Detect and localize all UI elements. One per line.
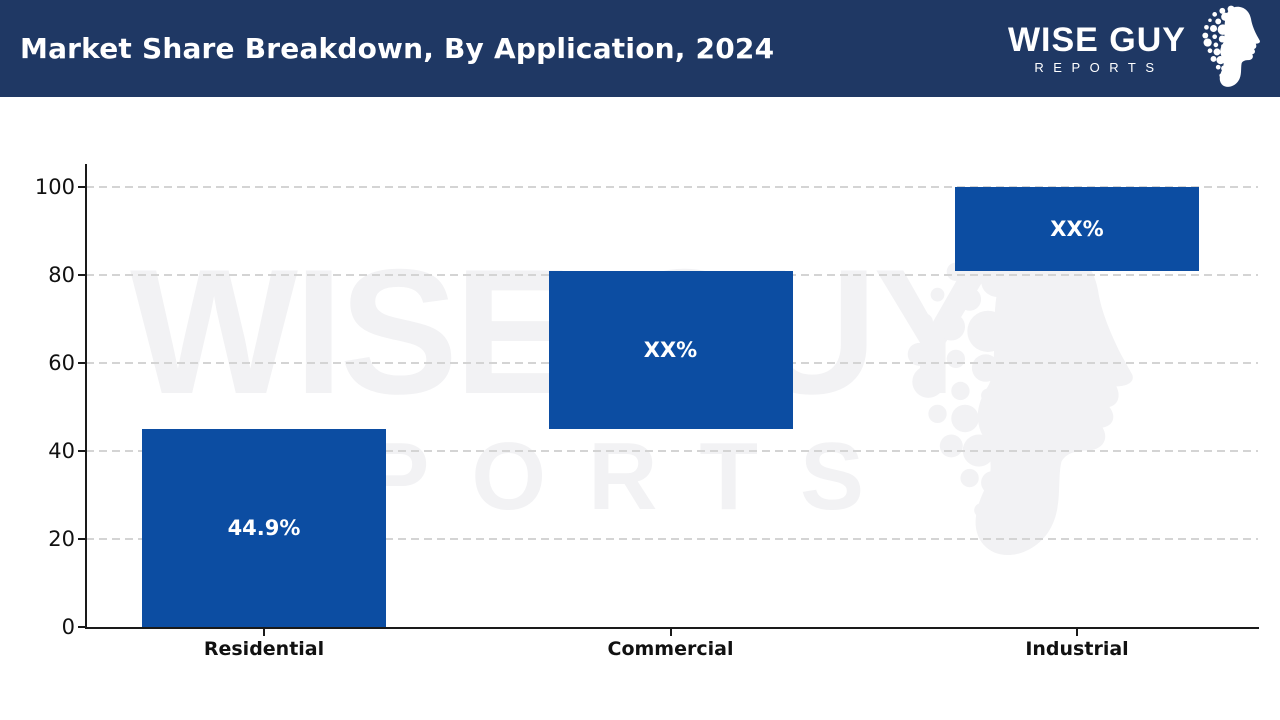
dotted-face-logo-icon	[1202, 5, 1260, 87]
x-axis-spine	[85, 627, 1259, 629]
y-tick-20	[78, 538, 86, 540]
bar-value-label-residential: 44.9%	[227, 516, 301, 541]
x-category-label-industrial: Industrial	[1025, 638, 1129, 660]
logo: WISE GUY REPORTS	[1008, 5, 1266, 93]
page-title: Market Share Breakdown, By Application, …	[20, 32, 775, 65]
x-category-label-residential: Residential	[203, 638, 325, 660]
logo-tagline: REPORTS	[1034, 59, 1164, 75]
x-tick-residential	[263, 629, 265, 636]
bar-residential: 44.9%	[142, 429, 386, 627]
y-tick-40	[78, 450, 86, 452]
chart-area: WISE GUY REPORTS 0 20 40 60 80 100 44.9% Reside…	[0, 97, 1280, 720]
logo-text: WISE GUY REPORTS	[1008, 23, 1186, 75]
y-tick-label-80: 80	[48, 263, 75, 287]
x-tick-commercial	[669, 629, 672, 636]
y-tick-0	[78, 626, 86, 628]
y-tick-label-60: 60	[48, 351, 75, 375]
y-tick-label-100: 100	[34, 175, 75, 199]
header: Market Share Breakdown, By Application, …	[0, 0, 1280, 97]
gridline-100	[86, 186, 1258, 188]
bar-industrial: XX%	[955, 187, 1199, 272]
y-tick-100	[78, 186, 86, 188]
bar-value-label-industrial: XX%	[1050, 217, 1104, 242]
bar-value-label-commercial: XX%	[643, 338, 698, 363]
gridline-20	[86, 538, 1258, 540]
y-tick-label-20: 20	[48, 527, 75, 551]
gridline-40	[86, 450, 1258, 452]
logo-wordmark: WISE GUY	[1007, 20, 1186, 59]
y-tick-60	[78, 362, 86, 364]
y-axis-spine	[85, 164, 87, 629]
watermark-face-icon	[907, 237, 1133, 556]
x-category-label-commercial: Commercial	[607, 638, 734, 660]
bar-commercial: XX%	[548, 271, 793, 430]
y-tick-label-0: 0	[61, 615, 75, 639]
y-tick-label-40: 40	[48, 439, 75, 463]
y-tick-80	[78, 274, 86, 276]
x-tick-industrial	[1076, 629, 1078, 636]
